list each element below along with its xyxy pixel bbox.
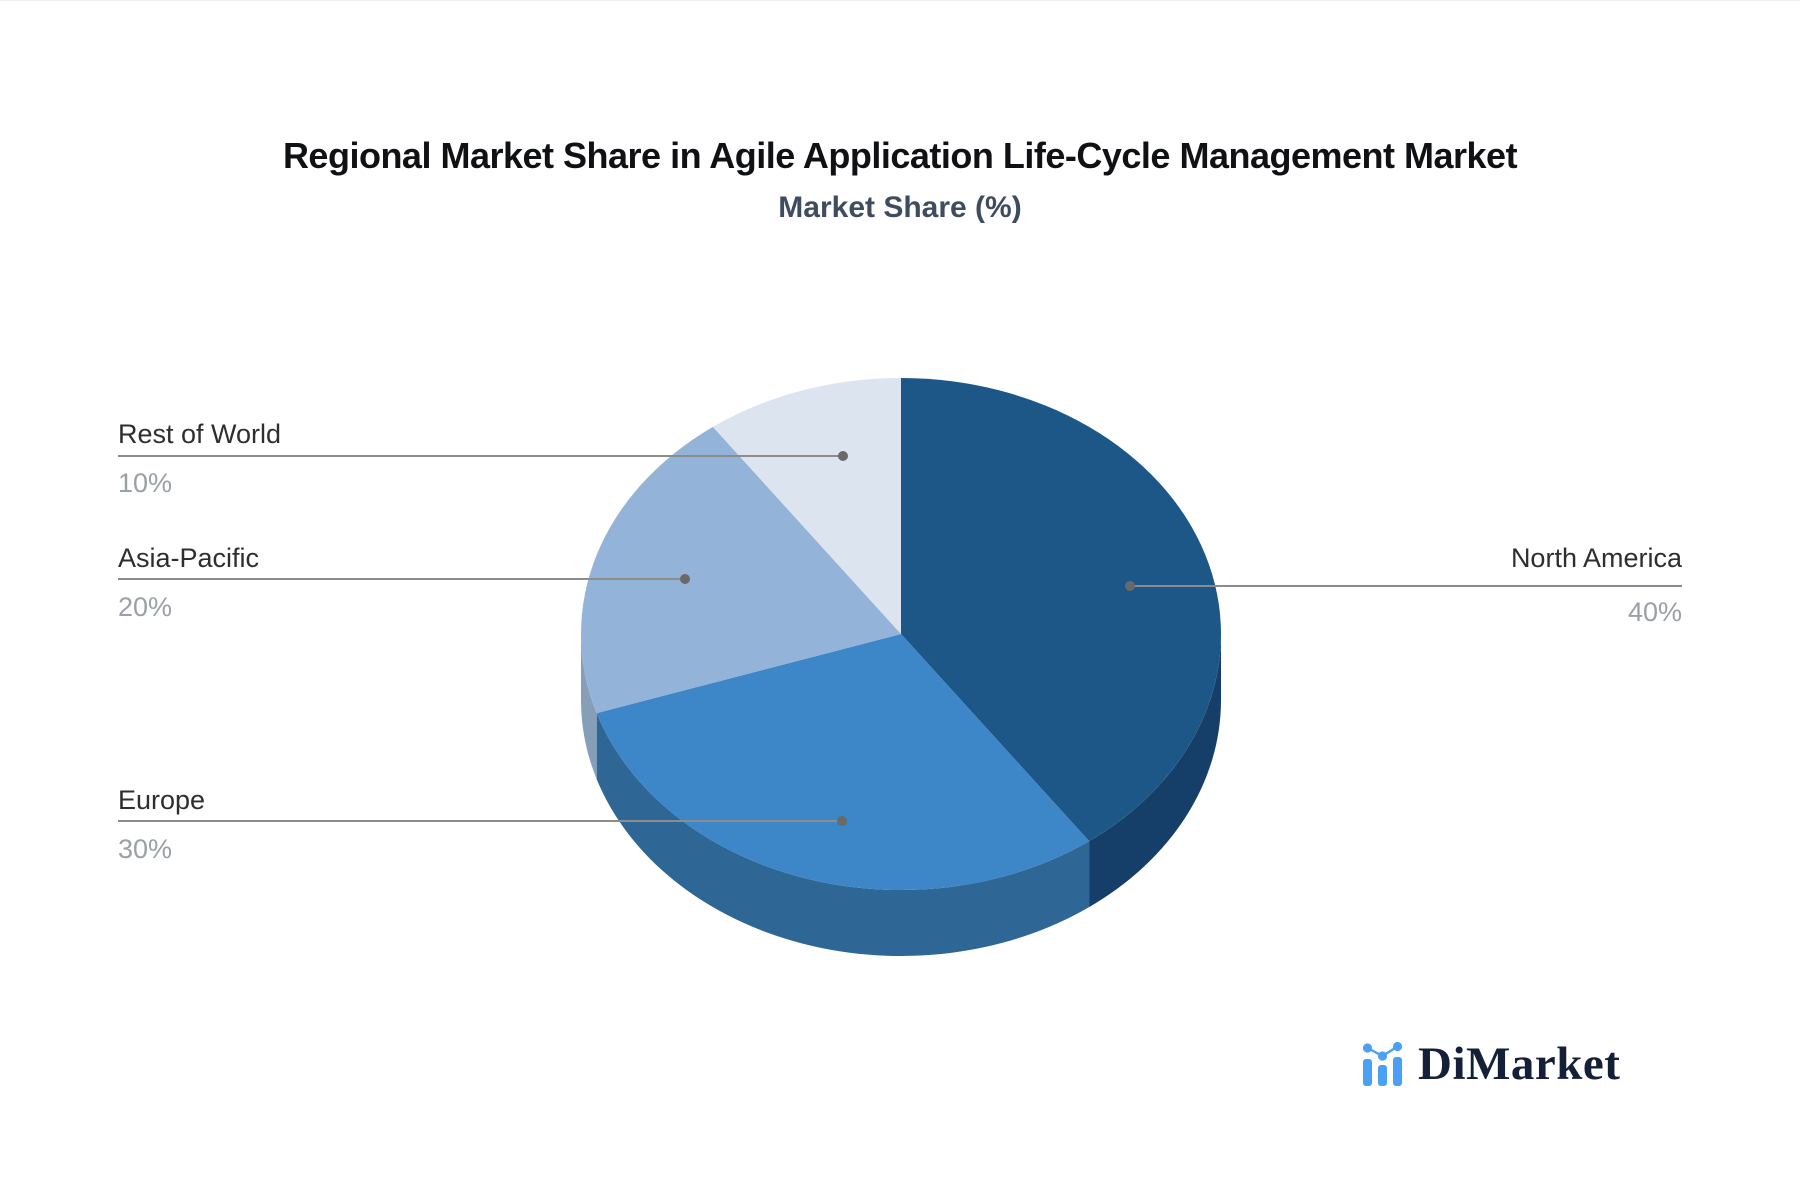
slice-label: Europe	[118, 785, 206, 815]
callout-asia-pacific: Asia-Pacific 20%	[118, 542, 678, 623]
slice-label: Rest of World	[118, 419, 282, 449]
callout-north-america: North America 40%	[1122, 542, 1682, 628]
logo-text: DiMarket	[1418, 1038, 1621, 1090]
slice-label: Asia-Pacific	[118, 543, 260, 573]
dimarket-logo: DiMarket	[1362, 1037, 1620, 1091]
slice-label: North America	[1510, 543, 1682, 573]
callout-rest-of-world: Rest of World 10%	[118, 418, 678, 499]
chart-title: Regional Market Share in Agile Applicati…	[282, 135, 1518, 176]
chart-subtitle: Market Share (%)	[778, 191, 1022, 224]
callout-europe: Europe 30%	[118, 784, 678, 865]
slice-percentage: 10%	[118, 468, 173, 498]
slice-percentage: 30%	[118, 834, 173, 864]
slice-percentage: 40%	[1627, 597, 1682, 627]
slice-percentage: 20%	[118, 592, 173, 622]
bar-line-chart-icon	[1362, 1042, 1403, 1086]
